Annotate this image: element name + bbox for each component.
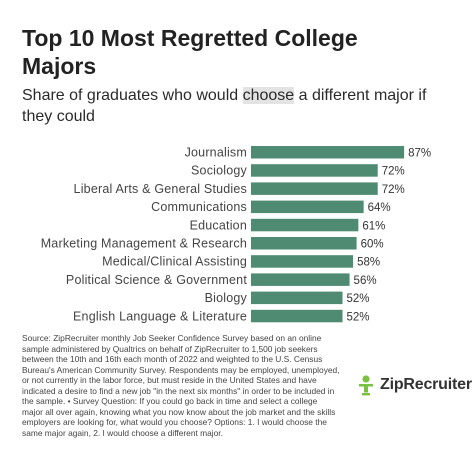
subtitle-highlight: choose bbox=[242, 87, 295, 104]
bar bbox=[251, 164, 378, 177]
category-label: Communications bbox=[151, 200, 247, 214]
category-label: Marketing Management & Research bbox=[41, 237, 247, 251]
category-label: Liberal Arts & General Studies bbox=[74, 182, 247, 196]
value-label: 56% bbox=[354, 275, 377, 287]
subtitle-end: a different major if they could bbox=[22, 87, 427, 125]
value-label: 52% bbox=[347, 311, 370, 323]
category-label: Education bbox=[190, 218, 247, 232]
value-label: 61% bbox=[362, 220, 385, 232]
value-label: 52% bbox=[347, 293, 370, 305]
bar bbox=[251, 218, 359, 232]
chart-subtitle: Share of graduates who would choose a di… bbox=[22, 85, 452, 127]
value-label: 60% bbox=[361, 239, 384, 251]
bar bbox=[251, 273, 350, 286]
chart-title: Top 10 Most Regretted College Majors bbox=[22, 25, 358, 79]
source-note: Source: ZipRecruiter monthly Job Seeker … bbox=[22, 333, 340, 438]
category-label: Journalism bbox=[185, 146, 247, 160]
value-label: 72% bbox=[382, 166, 405, 178]
ziprecruiter-logo: ZipRecruiter bbox=[355, 374, 472, 396]
bar bbox=[251, 146, 405, 159]
value-label: 58% bbox=[357, 257, 380, 269]
category-label: Biology bbox=[205, 291, 248, 305]
bar bbox=[251, 237, 357, 250]
bar bbox=[251, 291, 343, 305]
bar bbox=[251, 182, 378, 195]
category-label: Sociology bbox=[191, 164, 248, 178]
bar bbox=[251, 255, 354, 268]
logo-text: ZipRecruiter bbox=[380, 376, 472, 393]
ziprecruiter-person-icon bbox=[359, 375, 373, 396]
category-label: Political Science & Government bbox=[66, 273, 247, 287]
bar bbox=[251, 200, 364, 214]
value-label: 64% bbox=[368, 202, 391, 214]
value-label: 72% bbox=[382, 184, 405, 196]
bar bbox=[251, 309, 343, 323]
bar-chart: Journalism 87% Sociology 72% Liberal Arts & … bbox=[41, 146, 431, 324]
value-label: 87% bbox=[408, 148, 431, 160]
category-label: English Language & Literature bbox=[73, 309, 247, 323]
subtitle-start: Share of graduates who would bbox=[22, 87, 243, 104]
category-label: Medical/Clinical Assisting bbox=[102, 255, 247, 269]
